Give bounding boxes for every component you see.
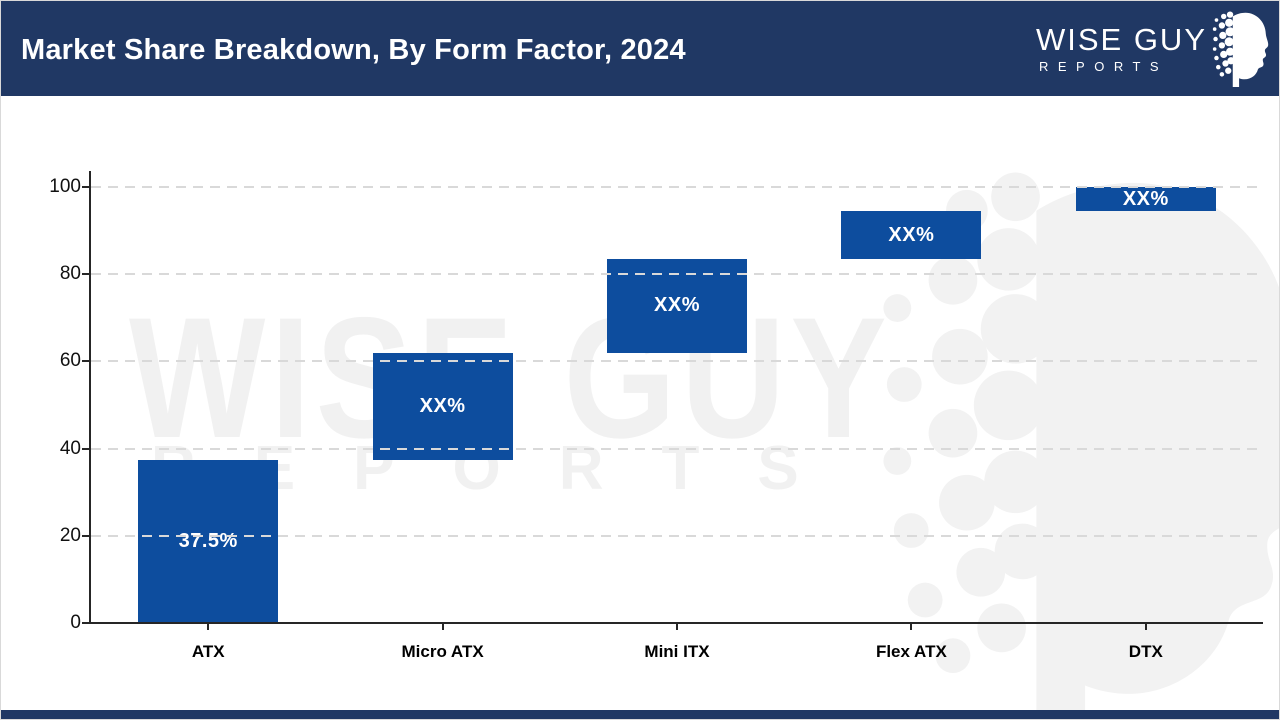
x-tick-4 <box>1144 623 1147 630</box>
logo-head-icon <box>1211 11 1269 87</box>
y-tick-label: 100 <box>49 176 81 198</box>
gridline-y-80 <box>91 273 1263 276</box>
y-tick-label: 40 <box>59 437 81 459</box>
bar-value-label: XX% <box>1122 187 1169 210</box>
x-category-label: Flex ATX <box>875 642 947 661</box>
bar-value-label: 37.5% <box>178 529 238 552</box>
y-tick-40 <box>82 447 91 450</box>
brand-logo: WISE GUY REPORTS <box>1036 7 1269 91</box>
x-tick-2 <box>676 623 678 630</box>
gridline-y-100 <box>91 186 1263 189</box>
y-axis-line <box>89 171 91 624</box>
bar-atx: 37.5% <box>138 459 279 623</box>
y-tick-0 <box>82 622 91 624</box>
footer-bar <box>1 710 1279 719</box>
bar-flex-atx: XX% <box>841 211 982 260</box>
x-tick-1 <box>441 623 444 630</box>
y-tick-20 <box>82 534 91 537</box>
y-tick-60 <box>82 360 91 363</box>
gridline-y-60 <box>91 360 1263 363</box>
bar-micro-atx: XX% <box>372 352 513 460</box>
header-bar: Market Share Breakdown, By Form Factor, … <box>1 1 1279 96</box>
bar-value-label: XX% <box>419 394 466 417</box>
y-tick-label: 20 <box>59 524 81 546</box>
x-category-label: DTX <box>1128 642 1163 661</box>
y-tick-100 <box>82 186 91 189</box>
x-axis-line <box>89 622 1263 624</box>
y-tick-80 <box>82 273 91 276</box>
y-tick-label: 80 <box>59 263 81 285</box>
bar-value-label: XX% <box>654 294 700 317</box>
x-category-label: Mini ITX <box>644 642 710 661</box>
y-tick-label: 0 <box>70 612 81 633</box>
x-category-label: Micro ATX <box>401 642 484 661</box>
page-title: Market Share Breakdown, By Form Factor, … <box>21 34 686 66</box>
bar-value-label: XX% <box>888 223 935 246</box>
bar-dtx: XX% <box>1075 187 1216 212</box>
gridline-y-40 <box>91 447 1263 450</box>
x-tick-3 <box>910 623 913 630</box>
x-tick-0 <box>207 623 210 630</box>
logo-wordmark: WISE GUY <box>1035 21 1207 57</box>
x-category-label: ATX <box>191 642 225 661</box>
logo-subtitle: REPORTS <box>1038 59 1169 75</box>
y-tick-label: 60 <box>59 350 81 372</box>
gridline-y-20 <box>91 534 1263 537</box>
